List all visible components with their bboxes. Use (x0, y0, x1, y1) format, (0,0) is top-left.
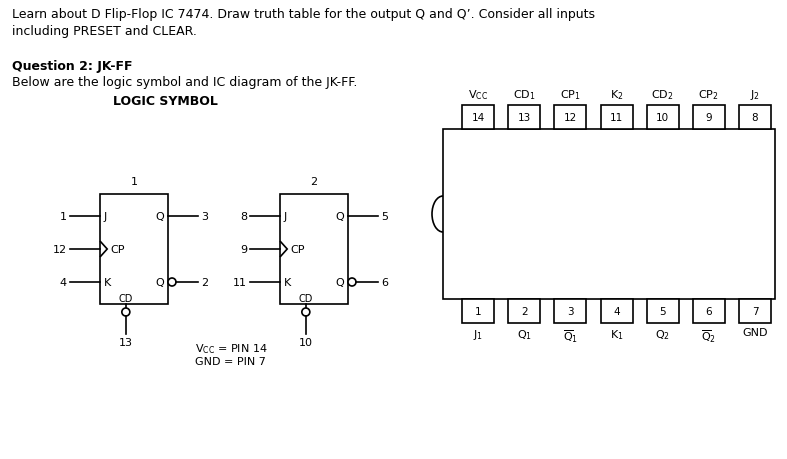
Text: 1: 1 (475, 306, 482, 316)
Text: CD: CD (298, 293, 313, 303)
Bar (647, 106, 678, 130)
Text: 11: 11 (610, 113, 623, 123)
Text: 1: 1 (131, 177, 138, 187)
Bar (554, 106, 586, 130)
Text: 7: 7 (752, 306, 759, 316)
Text: 1: 1 (60, 212, 67, 222)
Text: 11: 11 (233, 277, 247, 287)
Text: 6: 6 (705, 306, 712, 316)
Bar (739, 299, 771, 323)
Bar (443, 130, 775, 299)
Text: 8: 8 (752, 113, 759, 123)
Text: 13: 13 (518, 113, 530, 123)
Text: Q: Q (155, 212, 164, 222)
Text: Below are the logic symbol and IC diagram of the JK-FF.: Below are the logic symbol and IC diagra… (12, 76, 357, 89)
Bar (739, 106, 771, 130)
Text: CD$_{\mathregular{1}}$: CD$_{\mathregular{1}}$ (513, 88, 535, 102)
Circle shape (168, 279, 176, 286)
Text: 2: 2 (521, 306, 527, 316)
Circle shape (302, 308, 310, 316)
Text: Q$_{\mathregular{2}}$: Q$_{\mathregular{2}}$ (655, 327, 671, 341)
Text: GND: GND (742, 327, 768, 337)
Text: 3: 3 (567, 306, 574, 316)
Text: CP$_{\mathregular{2}}$: CP$_{\mathregular{2}}$ (699, 88, 719, 102)
Text: 10: 10 (299, 337, 313, 347)
Text: K: K (104, 277, 111, 287)
Text: Q: Q (155, 277, 164, 287)
Text: Question 2: JK-FF: Question 2: JK-FF (12, 60, 132, 73)
Text: J: J (284, 212, 287, 222)
Circle shape (348, 279, 356, 286)
Text: Q$_{\mathregular{1}}$: Q$_{\mathregular{1}}$ (516, 327, 532, 341)
Bar (693, 299, 725, 323)
Text: CP: CP (290, 245, 305, 254)
Text: 6: 6 (381, 277, 388, 287)
Text: 9: 9 (705, 113, 712, 123)
Text: CP: CP (110, 245, 124, 254)
Bar (693, 106, 725, 130)
Text: V$_{\mathregular{CC}}$: V$_{\mathregular{CC}}$ (468, 88, 488, 102)
Circle shape (122, 308, 130, 316)
Bar (600, 299, 633, 323)
Bar (508, 106, 540, 130)
Text: 13: 13 (119, 337, 133, 347)
Text: K$_{\mathregular{2}}$: K$_{\mathregular{2}}$ (610, 88, 623, 102)
Text: 12: 12 (53, 245, 67, 254)
Text: Q: Q (335, 212, 344, 222)
Text: 3: 3 (201, 212, 208, 222)
Text: K$_{\mathregular{1}}$: K$_{\mathregular{1}}$ (610, 327, 623, 341)
Text: CP$_{\mathregular{1}}$: CP$_{\mathregular{1}}$ (560, 88, 581, 102)
Bar (600, 106, 633, 130)
Text: CD: CD (119, 293, 133, 303)
Bar (462, 106, 494, 130)
Text: 9: 9 (240, 245, 247, 254)
Text: 12: 12 (563, 113, 577, 123)
Text: J: J (104, 212, 107, 222)
Text: CD$_{\mathregular{2}}$: CD$_{\mathregular{2}}$ (652, 88, 674, 102)
Text: Learn about D Flip-Flop IC 7474. Draw truth table for the output Q and Q’. Consi: Learn about D Flip-Flop IC 7474. Draw tr… (12, 8, 595, 38)
Text: 2: 2 (310, 177, 318, 187)
Text: Q: Q (335, 277, 344, 287)
Text: J$_{\mathregular{1}}$: J$_{\mathregular{1}}$ (473, 327, 483, 341)
Bar (462, 299, 494, 323)
Text: 14: 14 (471, 113, 485, 123)
Text: $\overline{\mathregular{Q}}$$_{\mathregular{2}}$: $\overline{\mathregular{Q}}$$_{\mathregu… (701, 327, 716, 344)
Bar (508, 299, 540, 323)
Text: 10: 10 (656, 113, 669, 123)
Text: LOGIC SYMBOL: LOGIC SYMBOL (113, 95, 217, 108)
Text: 5: 5 (660, 306, 666, 316)
Bar (100, 195, 168, 304)
Text: 2: 2 (201, 277, 208, 287)
Bar (280, 195, 348, 304)
Text: 5: 5 (381, 212, 388, 222)
Text: V$_{\mathregular{CC}}$ = PIN 14
GND = PIN 7: V$_{\mathregular{CC}}$ = PIN 14 GND = PI… (195, 341, 268, 367)
Text: 4: 4 (613, 306, 620, 316)
Bar (554, 299, 586, 323)
Text: $\overline{\mathregular{Q}}$$_{\mathregular{1}}$: $\overline{\mathregular{Q}}$$_{\mathregu… (563, 327, 578, 344)
Text: J$_{\mathregular{2}}$: J$_{\mathregular{2}}$ (750, 88, 760, 102)
Text: 4: 4 (60, 277, 67, 287)
Bar (647, 299, 678, 323)
Text: K: K (284, 277, 291, 287)
Text: 8: 8 (240, 212, 247, 222)
